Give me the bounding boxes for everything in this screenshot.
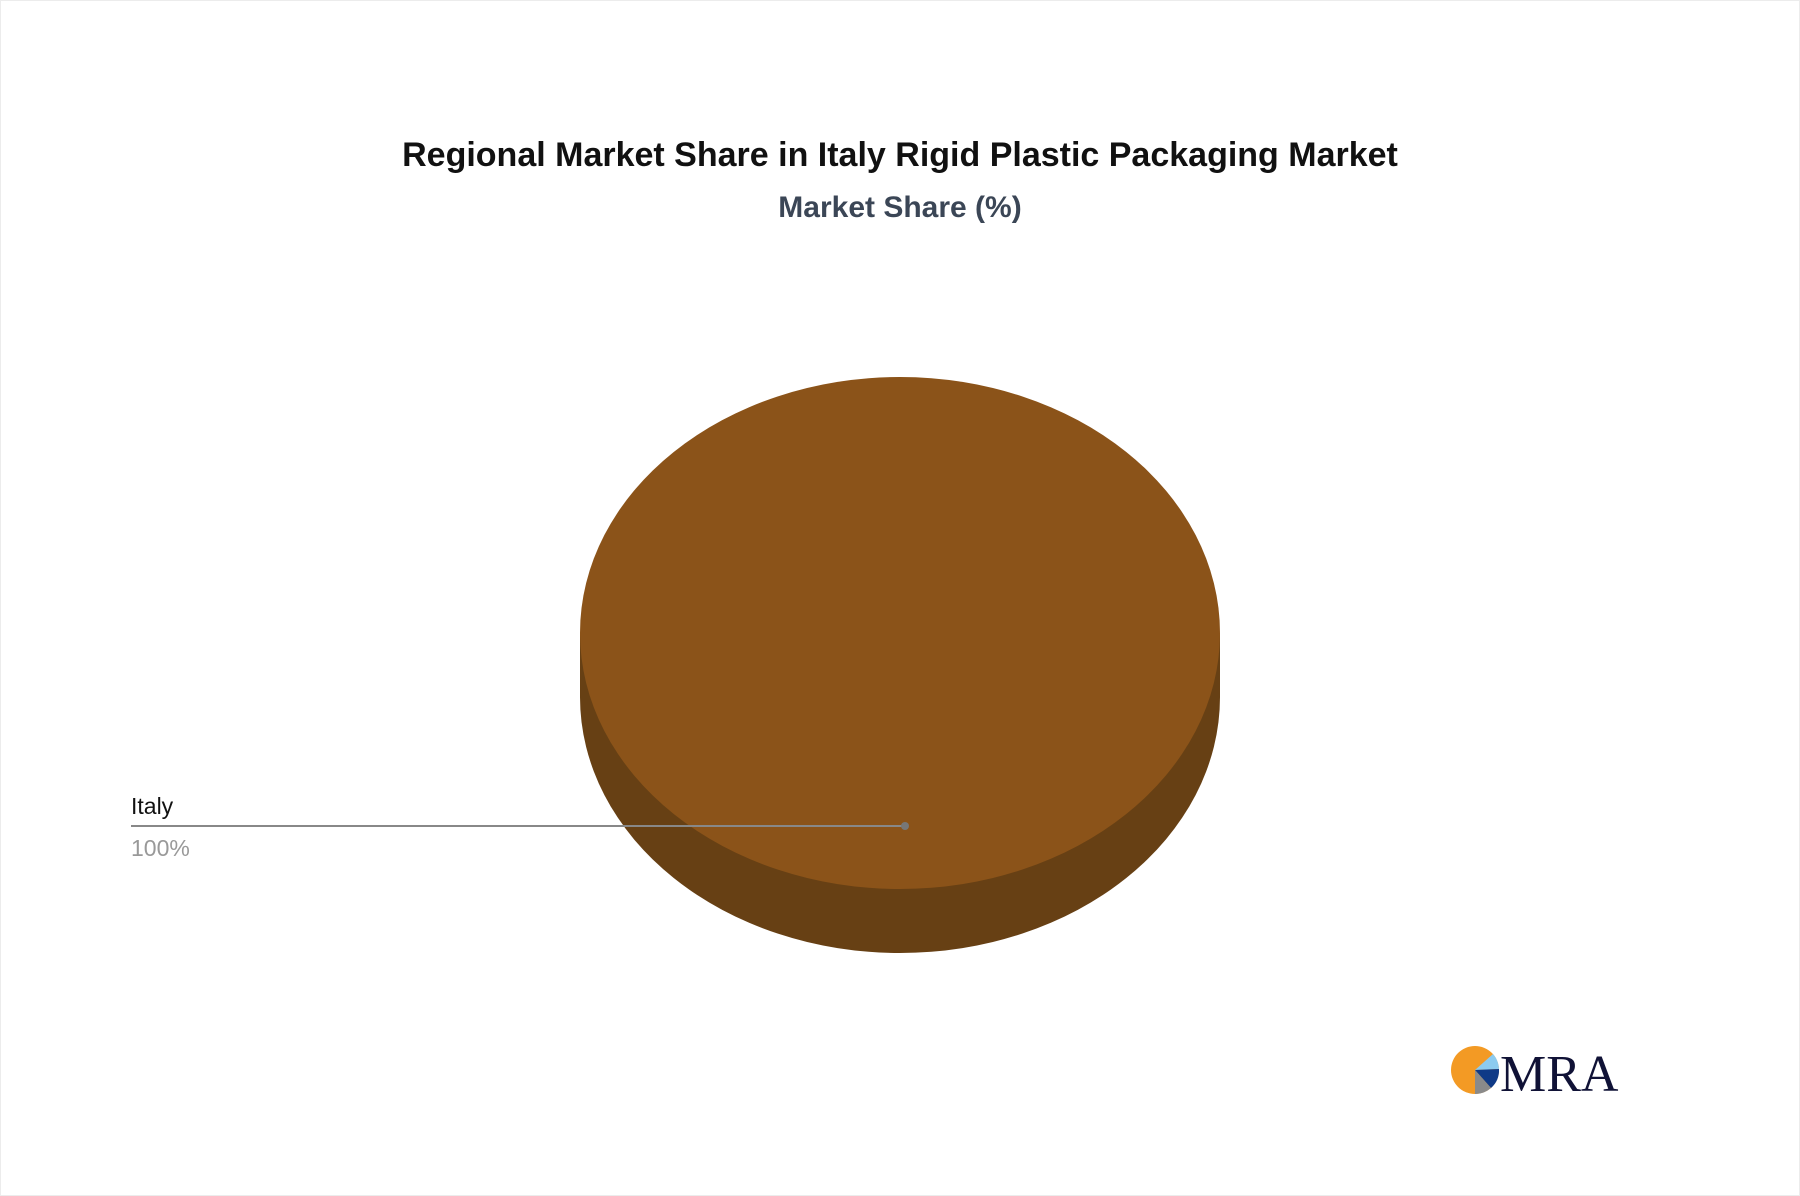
chart-title: Regional Market Share in Italy Rigid Pla… [402,136,1398,174]
leader-dot [901,822,909,830]
mra-logo: MRA [1451,1046,1619,1100]
slice-label: Italy [131,793,174,819]
chart-subtitle: Market Share (%) [778,191,1022,224]
pie-slice-italy[interactable] [580,377,1220,889]
slice-value-label: 100% [131,835,190,861]
logo-pie-icon [1451,1046,1500,1095]
logo-text: MRA [1500,1046,1619,1100]
